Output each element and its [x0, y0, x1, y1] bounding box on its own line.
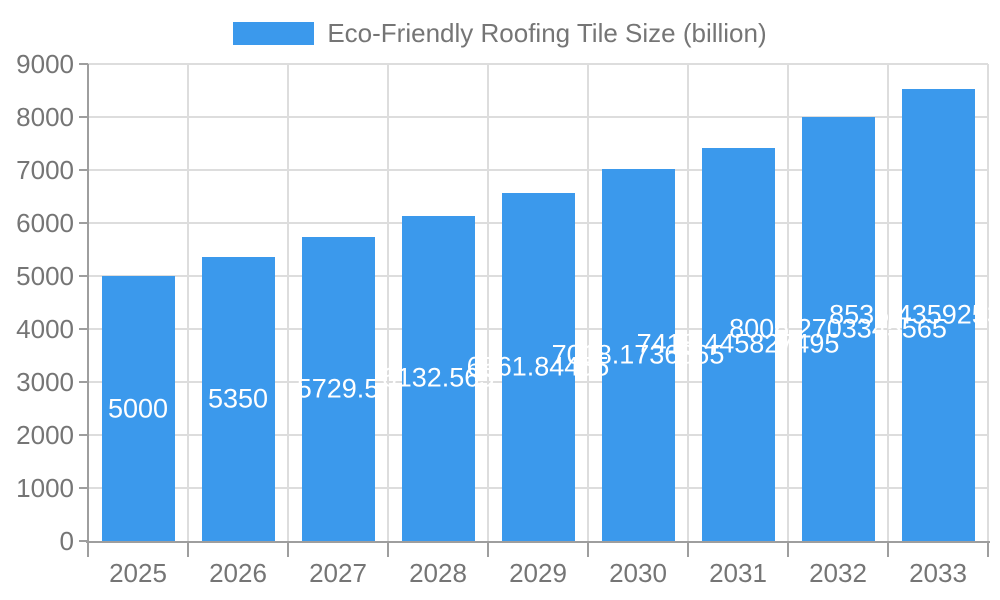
- x-axis-label: 2031: [709, 558, 767, 588]
- y-axis-tick: [79, 540, 88, 542]
- bar[interactable]: [502, 193, 575, 541]
- x-axis-label: 2033: [909, 558, 967, 588]
- y-axis-tick: [79, 116, 88, 118]
- x-axis-tick: [887, 543, 889, 557]
- bar[interactable]: [902, 88, 975, 541]
- legend-label: Eco-Friendly Roofing Tile Size (billion): [327, 18, 767, 48]
- x-axis-label: 2026: [209, 558, 267, 588]
- y-axis-label: 9000: [16, 49, 74, 79]
- gridline-vertical: [887, 64, 889, 541]
- bar[interactable]: [202, 257, 275, 541]
- y-axis-label: 0: [59, 526, 74, 556]
- x-axis-label: 2025: [109, 558, 167, 588]
- x-axis-line: [86, 541, 990, 543]
- x-axis-tick: [987, 543, 989, 557]
- y-axis-tick: [79, 381, 88, 383]
- x-axis-tick: [487, 543, 489, 557]
- y-axis-line: [87, 64, 89, 541]
- bar[interactable]: [402, 215, 475, 541]
- y-axis-tick: [79, 63, 88, 65]
- bar-value-label: 8535.4359253565: [829, 299, 1000, 330]
- y-axis-tick: [79, 275, 88, 277]
- gridline-vertical: [987, 64, 989, 541]
- gridline-horizontal: [88, 63, 988, 65]
- legend-item[interactable]: Eco-Friendly Roofing Tile Size (billion): [233, 18, 767, 49]
- x-axis-tick: [287, 543, 289, 557]
- legend-swatch: [233, 22, 315, 45]
- y-axis-label: 8000: [16, 102, 74, 132]
- y-axis-tick: [79, 434, 88, 436]
- y-axis-label: 5000: [16, 261, 74, 291]
- y-axis-label: 2000: [16, 420, 74, 450]
- y-axis-label: 6000: [16, 208, 74, 238]
- y-axis-tick: [79, 487, 88, 489]
- bar-value-label: 5350: [207, 383, 269, 414]
- x-axis-label: 2030: [609, 558, 667, 588]
- gridline-vertical: [587, 64, 589, 541]
- bar-value-label: 7018.1736865: [551, 339, 725, 370]
- x-axis-tick: [187, 543, 189, 557]
- x-axis-tick: [787, 543, 789, 557]
- bar[interactable]: [102, 276, 175, 541]
- bar-value-label: 5000: [107, 393, 169, 423]
- bar-value-label: 6561.84455: [466, 351, 610, 382]
- bar[interactable]: [802, 116, 875, 541]
- gridline-horizontal: [88, 169, 988, 171]
- gridline-vertical: [387, 64, 389, 541]
- gridline-vertical: [487, 64, 489, 541]
- x-axis-tick: [387, 543, 389, 557]
- gridline-vertical: [687, 64, 689, 541]
- bar-value-label: 7418.445827495: [636, 328, 840, 359]
- y-axis-label: 7000: [16, 155, 74, 185]
- bar[interactable]: [602, 169, 675, 541]
- bar[interactable]: [702, 147, 775, 541]
- y-axis-tick: [79, 222, 88, 224]
- y-axis-label: 4000: [16, 314, 74, 344]
- x-axis-label: 2032: [809, 558, 867, 588]
- y-axis-tick: [79, 328, 88, 330]
- y-axis-tick: [79, 169, 88, 171]
- bar-value-label: 6132.565: [381, 362, 495, 393]
- x-axis-tick: [687, 543, 689, 557]
- bar-value-label: 5729.5: [296, 373, 380, 404]
- x-axis-label: 2029: [509, 558, 567, 588]
- y-axis-label: 3000: [16, 367, 74, 397]
- gridline-vertical: [187, 64, 189, 541]
- x-axis-tick: [587, 543, 589, 557]
- gridline-horizontal: [88, 116, 988, 118]
- x-axis-tick: [87, 543, 89, 557]
- y-axis-label: 1000: [16, 473, 74, 503]
- gridline-vertical: [787, 64, 789, 541]
- x-axis-label: 2028: [409, 558, 467, 588]
- legend: Eco-Friendly Roofing Tile Size (billion): [0, 18, 1000, 49]
- bar[interactable]: [302, 237, 375, 541]
- plot-area: 5000 2025 5350 2026 5729.5 2027 6132.565 2028 65…: [16, 51, 1000, 586]
- bar-value-label: 8006.2703345565: [729, 313, 947, 344]
- x-axis-label: 2027: [309, 558, 367, 588]
- gridline-vertical: [287, 64, 289, 541]
